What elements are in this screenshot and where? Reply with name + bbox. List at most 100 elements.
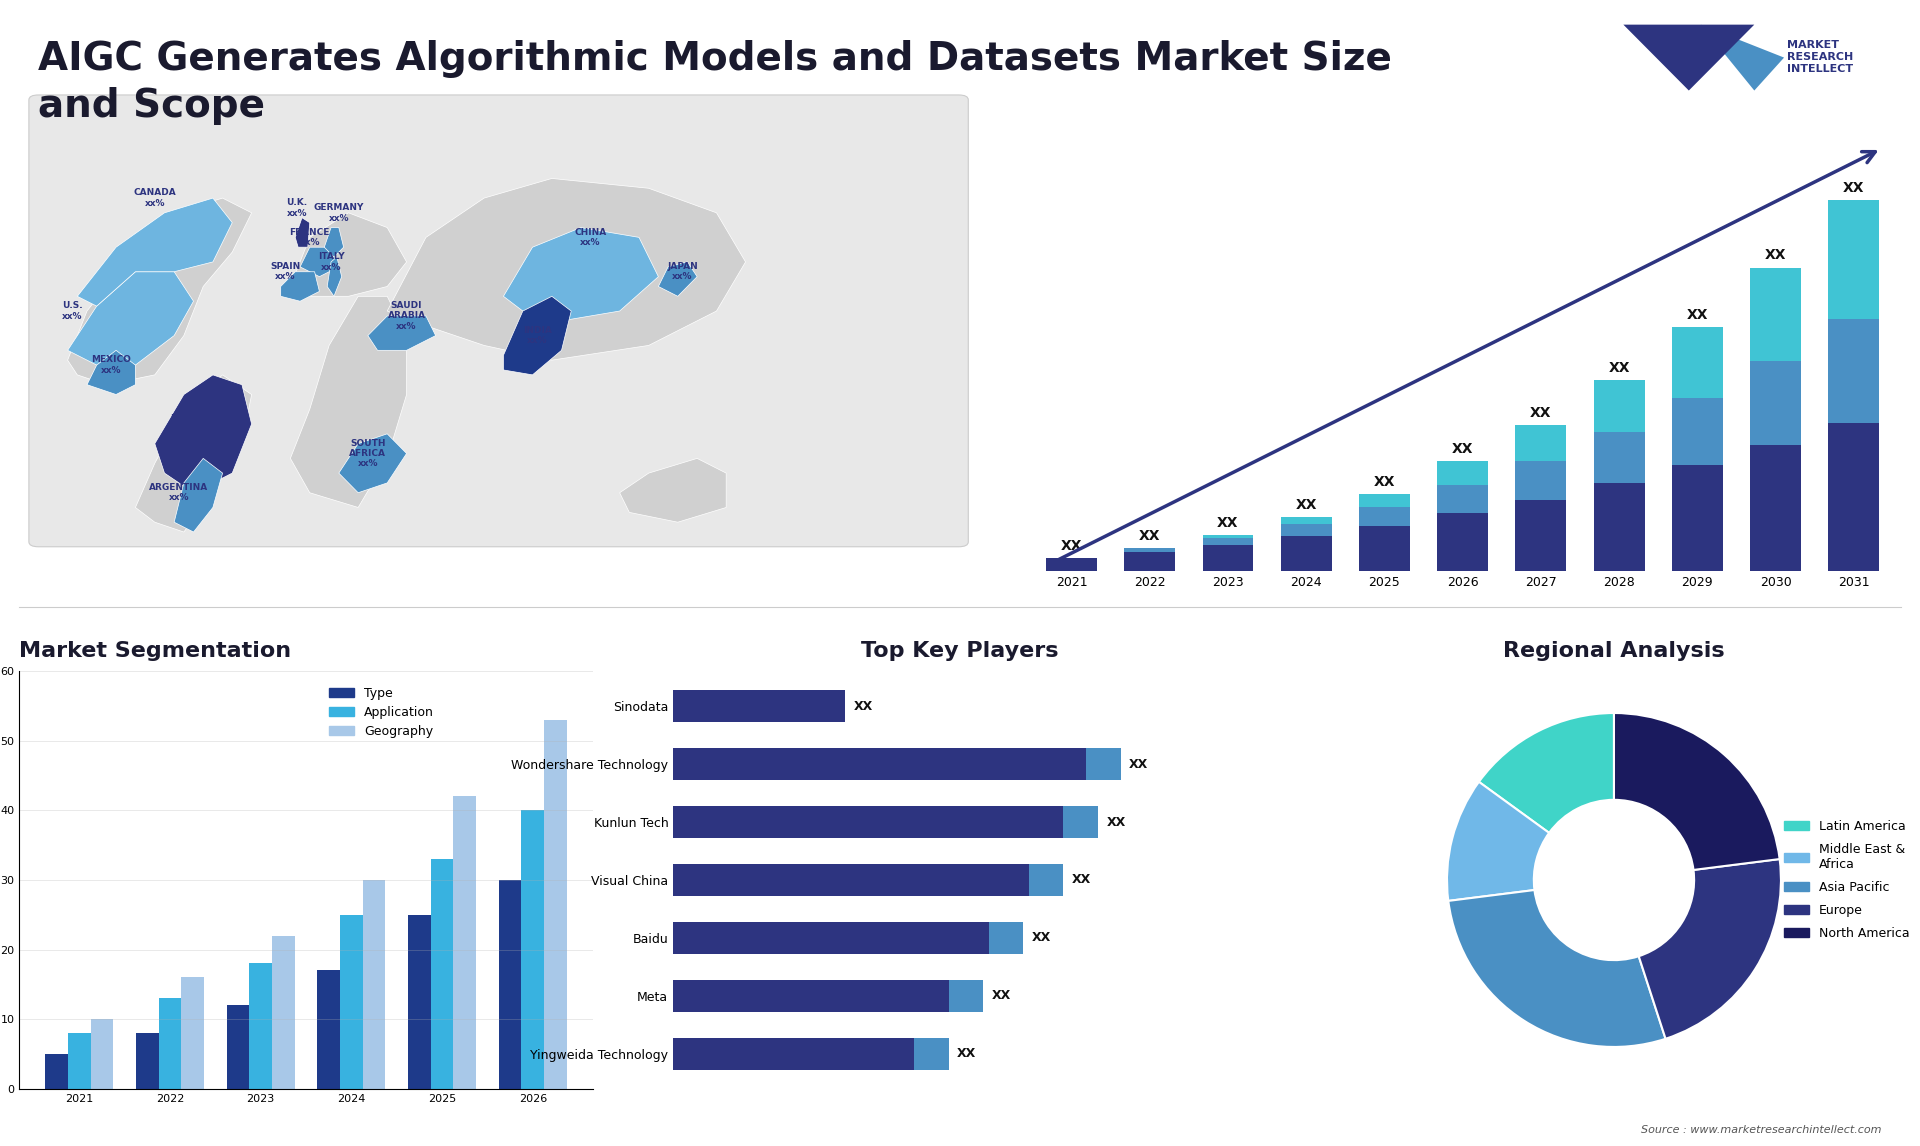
Polygon shape	[300, 248, 338, 276]
Text: U.K.
xx%: U.K. xx%	[286, 198, 307, 218]
Text: MEXICO
xx%: MEXICO xx%	[92, 355, 131, 375]
Polygon shape	[1701, 25, 1784, 91]
Bar	[159, 998, 180, 1089]
Text: INDIA
xx%: INDIA xx%	[522, 325, 551, 345]
Bar	[674, 923, 989, 953]
Text: Market Segmentation: Market Segmentation	[19, 642, 292, 661]
Bar	[430, 860, 453, 1089]
Text: MARKET
RESEARCH
INTELLECT: MARKET RESEARCH INTELLECT	[1788, 40, 1853, 74]
Polygon shape	[67, 272, 194, 366]
Text: SPAIN
xx%: SPAIN xx%	[271, 262, 301, 282]
Polygon shape	[388, 179, 745, 360]
Legend: Type, Application, Geography: Type, Application, Geography	[324, 682, 438, 744]
Bar	[1594, 432, 1645, 484]
Text: XX: XX	[1373, 474, 1396, 488]
Polygon shape	[503, 228, 659, 321]
Wedge shape	[1448, 782, 1549, 901]
Polygon shape	[175, 458, 223, 532]
Text: XX: XX	[1843, 181, 1864, 195]
Text: AIGC Generates Algorithmic Models and Datasets Market Size
and Scope: AIGC Generates Algorithmic Models and Da…	[38, 40, 1392, 125]
Polygon shape	[67, 198, 252, 385]
Polygon shape	[296, 218, 309, 248]
Bar	[674, 690, 845, 722]
Bar	[1046, 558, 1096, 572]
Bar	[1029, 864, 1064, 896]
Polygon shape	[77, 198, 232, 306]
Text: XX: XX	[958, 1047, 977, 1060]
Polygon shape	[338, 434, 407, 493]
Text: SAUDI
ARABIA
xx%: SAUDI ARABIA xx%	[388, 301, 426, 331]
Bar	[1359, 494, 1409, 507]
Bar	[1515, 425, 1567, 462]
Text: XX: XX	[1031, 932, 1050, 944]
Text: XX: XX	[991, 989, 1010, 1003]
Bar	[1828, 201, 1880, 320]
Bar	[1438, 513, 1488, 572]
Bar	[227, 1005, 250, 1089]
Bar	[1751, 445, 1801, 572]
Text: SOUTH
AFRICA
xx%: SOUTH AFRICA xx%	[349, 439, 386, 469]
Polygon shape	[280, 272, 319, 301]
Bar	[1202, 545, 1254, 572]
Bar	[1125, 552, 1175, 572]
Polygon shape	[659, 262, 697, 297]
Bar	[674, 980, 948, 1012]
Bar	[409, 915, 430, 1089]
Polygon shape	[86, 351, 136, 394]
Polygon shape	[326, 257, 342, 297]
Polygon shape	[620, 458, 726, 523]
Text: CHINA
xx%: CHINA xx%	[574, 228, 607, 248]
Bar	[1594, 380, 1645, 432]
Bar	[1359, 507, 1409, 526]
Polygon shape	[324, 228, 344, 257]
Text: U.S.
xx%: U.S. xx%	[61, 301, 83, 321]
Title: Top Key Players: Top Key Players	[862, 642, 1058, 661]
Bar	[1281, 517, 1332, 524]
Polygon shape	[290, 297, 407, 508]
Bar	[989, 923, 1023, 953]
Bar	[1281, 524, 1332, 536]
Wedge shape	[1478, 713, 1615, 833]
Bar	[674, 806, 1064, 838]
Bar	[1438, 485, 1488, 513]
Text: FRANCE
xx%: FRANCE xx%	[290, 228, 330, 248]
Bar	[914, 1038, 948, 1069]
Bar	[1672, 465, 1722, 572]
Polygon shape	[503, 297, 572, 375]
Text: ARGENTINA
xx%: ARGENTINA xx%	[150, 484, 209, 502]
Bar	[363, 880, 386, 1089]
Text: XX: XX	[1139, 529, 1160, 543]
Title: Regional Analysis: Regional Analysis	[1503, 642, 1724, 661]
Polygon shape	[1622, 25, 1755, 91]
Bar	[674, 1038, 914, 1069]
Text: Source : www.marketresearchintellect.com: Source : www.marketresearchintellect.com	[1642, 1124, 1882, 1135]
Bar	[273, 935, 294, 1089]
Bar	[543, 720, 566, 1089]
Bar	[340, 915, 363, 1089]
Text: XX: XX	[854, 700, 874, 713]
Text: XX: XX	[1060, 540, 1083, 554]
Bar	[90, 1019, 113, 1089]
Bar	[674, 864, 1029, 896]
Bar	[136, 1033, 159, 1089]
Bar	[180, 978, 204, 1089]
Bar	[1359, 526, 1409, 572]
Text: XX: XX	[1609, 361, 1630, 375]
Bar	[499, 880, 522, 1089]
Bar	[1438, 462, 1488, 485]
Text: XX: XX	[1106, 816, 1125, 829]
Legend: Latin America, Middle East &
Africa, Asia Pacific, Europe, North America: Latin America, Middle East & Africa, Asi…	[1778, 815, 1914, 945]
FancyBboxPatch shape	[29, 95, 968, 547]
Text: XX: XX	[1530, 406, 1551, 421]
Wedge shape	[1640, 860, 1782, 1038]
Text: XX: XX	[1296, 497, 1317, 512]
Bar	[674, 748, 1087, 780]
Polygon shape	[290, 213, 407, 297]
Bar	[1064, 806, 1098, 838]
Text: GERMANY
xx%: GERMANY xx%	[313, 203, 365, 222]
Bar	[1202, 535, 1254, 537]
Bar	[250, 964, 273, 1089]
Text: XX: XX	[1129, 758, 1148, 770]
Bar	[1828, 320, 1880, 423]
Bar	[1594, 484, 1645, 572]
